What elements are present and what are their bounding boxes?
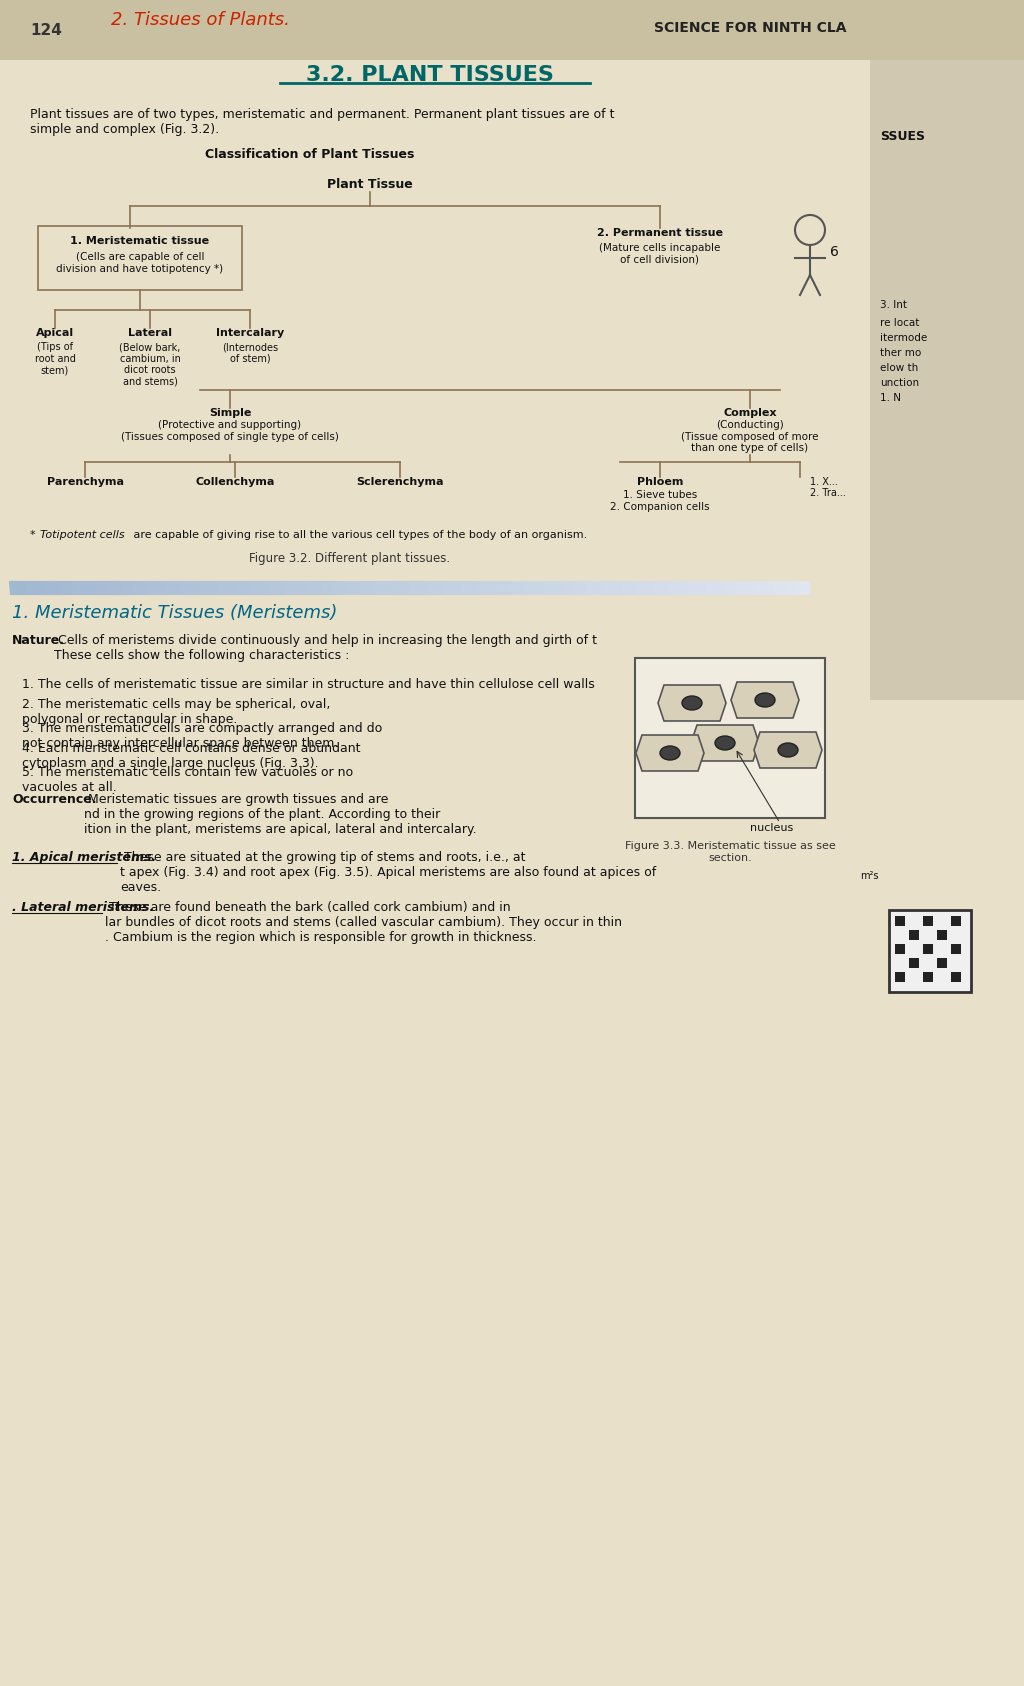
- Text: 1. Meristematic tissue: 1. Meristematic tissue: [71, 236, 210, 246]
- Polygon shape: [635, 658, 825, 818]
- Polygon shape: [636, 735, 705, 771]
- Text: (Protective and supporting)
(Tissues composed of single type of cells): (Protective and supporting) (Tissues com…: [121, 420, 339, 442]
- Text: (Conducting)
(Tissue composed of more
than one type of cells): (Conducting) (Tissue composed of more th…: [681, 420, 819, 454]
- Text: 2. The meristematic cells may be spherical, oval,
polygonal or rectangular in sh: 2. The meristematic cells may be spheric…: [22, 698, 331, 727]
- Text: Cells of meristems divide continuously and help in increasing the length and gir: Cells of meristems divide continuously a…: [54, 634, 597, 663]
- FancyBboxPatch shape: [889, 910, 971, 991]
- Ellipse shape: [682, 696, 702, 710]
- Text: *: *: [30, 529, 39, 540]
- Text: 5. The meristematic cells contain few vacuoles or no
vacuoles at all.: 5. The meristematic cells contain few va…: [22, 765, 353, 794]
- Text: Nature.: Nature.: [12, 634, 65, 647]
- Text: ther mo: ther mo: [880, 347, 922, 357]
- Text: 1. Apical meristems.: 1. Apical meristems.: [12, 851, 157, 863]
- Polygon shape: [691, 725, 759, 760]
- Bar: [909, 931, 919, 941]
- Text: Parenchyma: Parenchyma: [46, 477, 124, 487]
- Text: 1. Sieve tubes
2. Companion cells: 1. Sieve tubes 2. Companion cells: [610, 491, 710, 511]
- Text: unction: unction: [880, 378, 920, 388]
- Bar: [923, 944, 933, 954]
- Text: 124: 124: [30, 22, 61, 37]
- Bar: [895, 915, 905, 926]
- Text: Lateral: Lateral: [128, 329, 172, 337]
- Text: 2. Tissues of Plants.: 2. Tissues of Plants.: [111, 12, 290, 29]
- Text: 1. X...: 1. X...: [810, 477, 838, 487]
- Text: Simple: Simple: [209, 408, 251, 418]
- Polygon shape: [658, 685, 726, 722]
- Text: 1. N: 1. N: [880, 393, 901, 403]
- Text: 2. Permanent tissue: 2. Permanent tissue: [597, 228, 723, 238]
- Bar: [951, 944, 961, 954]
- Bar: [895, 973, 905, 981]
- Text: (Cells are capable of cell
division and have totipotency *): (Cells are capable of cell division and …: [56, 251, 223, 273]
- Bar: [951, 915, 961, 926]
- Text: These are situated at the growing tip of stems and roots, i.e., at
t apex (Fig. : These are situated at the growing tip of…: [120, 851, 656, 894]
- Text: Totipotent cells: Totipotent cells: [40, 529, 125, 540]
- Text: Sclerenchyma: Sclerenchyma: [356, 477, 443, 487]
- Text: nucleus: nucleus: [750, 823, 794, 833]
- Text: m²s: m²s: [860, 872, 879, 882]
- Bar: [909, 958, 919, 968]
- Text: Meristematic tissues are growth tissues and are
nd in the growing regions of the: Meristematic tissues are growth tissues …: [84, 792, 476, 836]
- Text: SSUES: SSUES: [880, 130, 925, 143]
- Bar: [937, 958, 947, 968]
- Text: (Below bark,
cambium, in
dicot roots
and stems): (Below bark, cambium, in dicot roots and…: [120, 342, 180, 386]
- Ellipse shape: [778, 744, 798, 757]
- Text: Intercalary: Intercalary: [216, 329, 284, 337]
- Text: Figure 3.3. Meristematic tissue as see
section.: Figure 3.3. Meristematic tissue as see s…: [625, 841, 836, 863]
- Text: SCIENCE FOR NINTH CLA: SCIENCE FOR NINTH CLA: [653, 20, 846, 35]
- Bar: [951, 973, 961, 981]
- Text: (Tips of
root and
stem): (Tips of root and stem): [35, 342, 76, 376]
- Text: 4. Each meristematic cell contains dense or abundant
cytoplasm and a single larg: 4. Each meristematic cell contains dense…: [22, 742, 360, 771]
- Polygon shape: [870, 61, 1024, 700]
- Bar: [895, 944, 905, 954]
- Text: itermode: itermode: [880, 334, 928, 342]
- Text: 3. Int: 3. Int: [880, 300, 907, 310]
- Polygon shape: [0, 0, 1024, 61]
- Bar: [923, 973, 933, 981]
- Text: 1. The cells of meristematic tissue are similar in structure and have thin cellu: 1. The cells of meristematic tissue are …: [22, 678, 595, 691]
- Ellipse shape: [755, 693, 775, 706]
- Polygon shape: [754, 732, 822, 769]
- Bar: [923, 915, 933, 926]
- Text: 3. The meristematic cells are compactly arranged and do
not contain any intercel: 3. The meristematic cells are compactly …: [22, 722, 382, 750]
- Text: Collenchyma: Collenchyma: [196, 477, 274, 487]
- Text: Occurrence.: Occurrence.: [12, 792, 96, 806]
- Ellipse shape: [715, 737, 735, 750]
- Text: elow th: elow th: [880, 362, 919, 373]
- Text: Plant Tissue: Plant Tissue: [327, 179, 413, 191]
- Ellipse shape: [660, 745, 680, 760]
- Text: Complex: Complex: [723, 408, 777, 418]
- Text: These are found beneath the bark (called cork cambium) and in
lar bundles of dic: These are found beneath the bark (called…: [105, 900, 622, 944]
- Text: 2. Tra...: 2. Tra...: [810, 487, 846, 497]
- Text: Classification of Plant Tissues: Classification of Plant Tissues: [206, 148, 415, 160]
- Text: (Mature cells incapable
of cell division): (Mature cells incapable of cell division…: [599, 243, 721, 265]
- Bar: [937, 931, 947, 941]
- Text: 3.2. PLANT TISSUES: 3.2. PLANT TISSUES: [306, 66, 554, 84]
- Polygon shape: [731, 683, 799, 718]
- Text: . Lateral meristems.: . Lateral meristems.: [12, 900, 155, 914]
- Text: re locat: re locat: [880, 319, 920, 329]
- Text: 6: 6: [830, 244, 839, 260]
- Text: Plant tissues are of two types, meristematic and permanent. Permanent plant tiss: Plant tissues are of two types, meristem…: [30, 108, 614, 137]
- Text: 1. Meristematic Tissues (Meristems): 1. Meristematic Tissues (Meristems): [12, 604, 337, 622]
- Text: are capable of giving rise to all the various cell types of the body of an organ: are capable of giving rise to all the va…: [130, 529, 587, 540]
- Text: (Internodes
of stem): (Internodes of stem): [222, 342, 279, 364]
- Text: Phloem: Phloem: [637, 477, 683, 487]
- Text: Figure 3.2. Different plant tissues.: Figure 3.2. Different plant tissues.: [250, 551, 451, 565]
- Text: Apical: Apical: [36, 329, 74, 337]
